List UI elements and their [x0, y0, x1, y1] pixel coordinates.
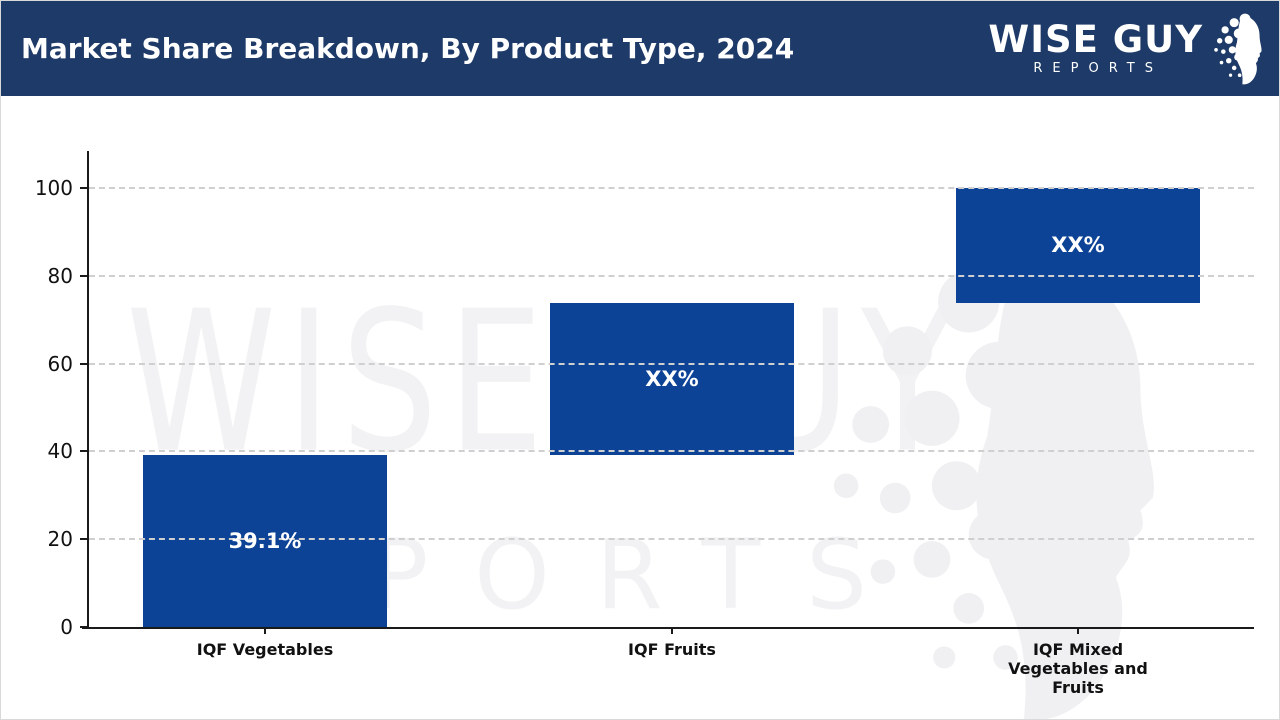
category-label: IQF Vegetables [196, 640, 334, 659]
bar-segment [143, 455, 387, 627]
gridline [89, 274, 1254, 277]
x-axis-line [82, 627, 1254, 629]
bar-segment [956, 188, 1200, 303]
x-tick-mark [671, 627, 673, 634]
gridline [89, 187, 1254, 189]
y-tick-label: 60 [47, 351, 73, 376]
y-tick-label: 0 [60, 615, 73, 639]
y-tick-label: 20 [47, 527, 73, 552]
y-tick-mark [80, 626, 87, 628]
gridline [89, 538, 1254, 541]
y-tick-mark [80, 274, 87, 277]
gridline [89, 450, 1254, 453]
y-tick-mark [80, 450, 87, 453]
bar-value-label: XX% [1051, 233, 1105, 258]
bar-value-label: XX% [645, 366, 699, 391]
x-tick-mark [264, 627, 266, 634]
y-axis-line [87, 151, 89, 627]
y-tick-label: 40 [47, 439, 73, 464]
wise-guy-reports-logo: WISE GUY REPORTS [988, 8, 1265, 88]
logo-text: WISE GUY REPORTS [988, 17, 1203, 77]
header-bar: Market Share Breakdown, By Product Type,… [1, 1, 1279, 96]
y-tick-label: 80 [47, 263, 73, 288]
y-tick-mark [80, 538, 87, 541]
bar-value-label: 39.1% [228, 529, 302, 554]
y-tick-label: 100 [34, 176, 73, 200]
logo-wordmark: WISE GUY [988, 17, 1203, 61]
bar-segment [550, 302, 794, 456]
dotted-head-icon [1214, 13, 1262, 85]
gridline [89, 362, 1254, 365]
y-tick-mark [80, 187, 87, 189]
category-label: IQF Mixed Vegetables and Fruits [1008, 640, 1148, 698]
category-label: IQF Fruits [628, 640, 716, 659]
plot-area: 0 20 40 60 80 100 39.1% IQF Vegetables XX% IQF Fr… [35, 151, 1254, 697]
page-title: Market Share Breakdown, By Product Type,… [21, 32, 795, 65]
x-tick-mark [1077, 627, 1079, 634]
logo-subtext: REPORTS [1033, 61, 1163, 77]
y-tick-mark [80, 362, 87, 365]
